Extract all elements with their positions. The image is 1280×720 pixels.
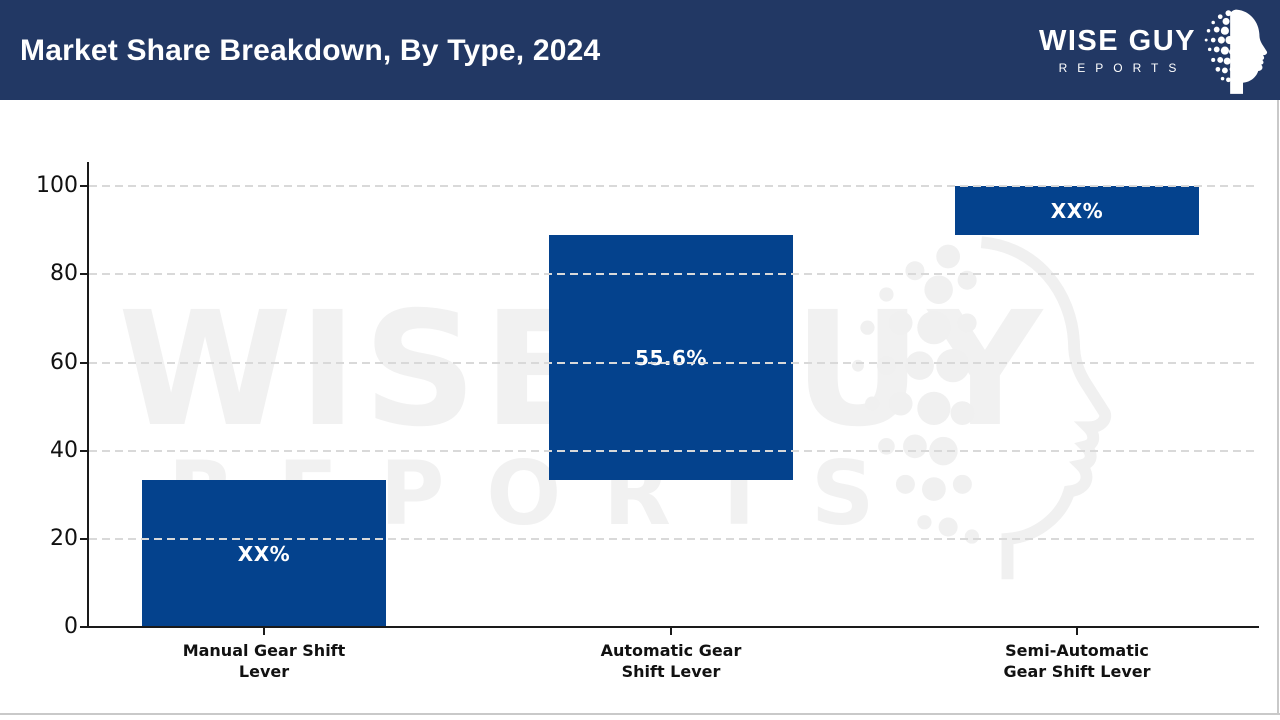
- frame-bottom-border: [0, 713, 1280, 715]
- x-tick-mark: [670, 628, 672, 635]
- gridline-80: [89, 273, 1258, 276]
- bar-value-label: 55.6%: [635, 345, 707, 370]
- y-tick-mark: [80, 626, 88, 628]
- y-axis-spine: [87, 162, 89, 628]
- wiseguy-head-icon: [1204, 9, 1268, 94]
- bar-automatic-gear-shift-lever: 55.6%: [549, 235, 793, 481]
- y-tick-label: 0: [64, 614, 78, 639]
- y-tick-label: 20: [50, 525, 78, 551]
- x-category-line: Semi-Automatic: [1005, 641, 1149, 660]
- x-category-label: Manual Gear Shift Lever: [104, 640, 424, 682]
- x-tick-mark: [1076, 628, 1078, 635]
- y-tick-label: 80: [50, 261, 78, 287]
- header-bar: Market Share Breakdown, By Type, 2024 WI…: [0, 0, 1280, 100]
- gridline-100: [89, 185, 1258, 188]
- x-category-line: Manual Gear Shift: [182, 641, 346, 660]
- watermark-head-icon: [852, 236, 1112, 580]
- y-tick-mark: [80, 273, 88, 276]
- x-tick-mark: [263, 628, 265, 635]
- brand-name: WISE GUY: [1038, 25, 1196, 57]
- y-tick-mark: [80, 185, 88, 188]
- brand-logo: WISE GUY REPORTS: [1039, 4, 1274, 96]
- x-category-line: Lever: [238, 662, 290, 681]
- gridline-40: [89, 449, 1258, 452]
- brand-text: WISE GUY REPORTS: [1039, 25, 1196, 75]
- x-category-label: Semi-Automatic Gear Shift Lever: [917, 640, 1237, 682]
- gridline-20: [89, 537, 1258, 540]
- gridline-60: [89, 361, 1258, 364]
- x-category-line: Gear Shift Lever: [1003, 662, 1151, 681]
- page-title: Market Share Breakdown, By Type, 2024: [20, 34, 601, 67]
- y-tick-mark: [80, 449, 88, 452]
- y-tick-label: 60: [50, 349, 78, 375]
- bar-value-label: XX%: [1050, 198, 1104, 223]
- bar-value-label: XX%: [237, 541, 291, 566]
- y-tick-label: 100: [36, 173, 78, 199]
- y-tick-mark: [80, 361, 88, 364]
- y-tick-mark: [80, 537, 88, 540]
- y-tick-label: 40: [50, 437, 78, 463]
- x-category-line: Automatic Gear: [600, 641, 742, 660]
- x-axis-spine: [87, 626, 1259, 628]
- frame-right-border: [1277, 100, 1279, 715]
- bar-manual-gear-shift-lever: XX%: [142, 480, 386, 627]
- x-category-label: Automatic Gear Shift Lever: [511, 640, 831, 682]
- x-category-line: Shift Lever: [621, 662, 721, 681]
- bar-semi-automatic-gear-shift-lever: XX%: [955, 186, 1199, 236]
- brand-subtitle: REPORTS: [1058, 61, 1187, 75]
